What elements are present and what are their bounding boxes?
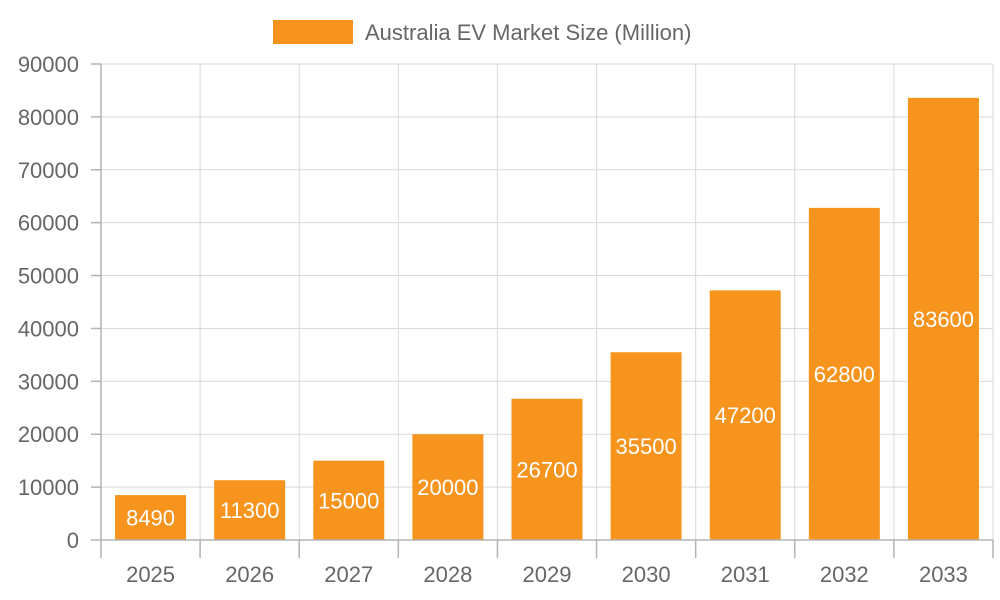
x-tick-label: 2026 <box>225 562 274 587</box>
x-tick-label: 2032 <box>820 562 869 587</box>
data-labels: 8490 11300 15000 20000 26700 35500 47200 62800 8… <box>126 307 974 531</box>
x-tick-label: 2028 <box>423 562 472 587</box>
x-tick-label: 2029 <box>523 562 572 587</box>
x-tick-label: 2030 <box>622 562 671 587</box>
y-tick-label: 80000 <box>18 105 79 130</box>
y-tick-label: 10000 <box>18 475 79 500</box>
x-tick-label: 2027 <box>324 562 373 587</box>
data-label: 15000 <box>318 488 379 513</box>
y-tick-label: 70000 <box>18 158 79 183</box>
y-tick-label: 30000 <box>18 369 79 394</box>
data-label: 35500 <box>616 434 677 459</box>
bar <box>610 352 682 540</box>
bar <box>907 97 979 541</box>
axes <box>91 63 994 558</box>
bar <box>214 480 286 540</box>
bar <box>709 290 781 540</box>
y-tick-label: 0 <box>67 528 79 553</box>
x-tick-label: 2025 <box>126 562 175 587</box>
legend-label: Australia EV Market Size (Million) <box>365 20 691 45</box>
bar <box>412 434 484 540</box>
y-tick-label: 90000 <box>18 52 79 77</box>
data-label: 83600 <box>913 307 974 332</box>
x-tick-label: 2033 <box>919 562 968 587</box>
grid <box>101 63 994 540</box>
data-label: 8490 <box>126 506 175 531</box>
legend-swatch <box>273 20 353 44</box>
bars <box>115 97 979 541</box>
tick-labels: 0 10000 20000 30000 40000 50000 60000 70000 8000… <box>18 52 968 587</box>
bar <box>313 460 385 540</box>
data-label: 20000 <box>417 475 478 500</box>
legend: Australia EV Market Size (Million) <box>273 20 691 45</box>
bar <box>808 207 880 540</box>
data-label: 47200 <box>715 403 776 428</box>
data-label: 26700 <box>516 457 577 482</box>
y-tick-label: 40000 <box>18 316 79 341</box>
data-label: 11300 <box>220 498 280 523</box>
x-tick-label: 2031 <box>721 562 770 587</box>
bar <box>511 398 583 540</box>
y-tick-label: 50000 <box>18 264 79 289</box>
data-label: 62800 <box>814 362 875 387</box>
y-tick-label: 60000 <box>18 211 79 236</box>
y-tick-label: 20000 <box>18 422 79 447</box>
bar <box>115 495 187 540</box>
